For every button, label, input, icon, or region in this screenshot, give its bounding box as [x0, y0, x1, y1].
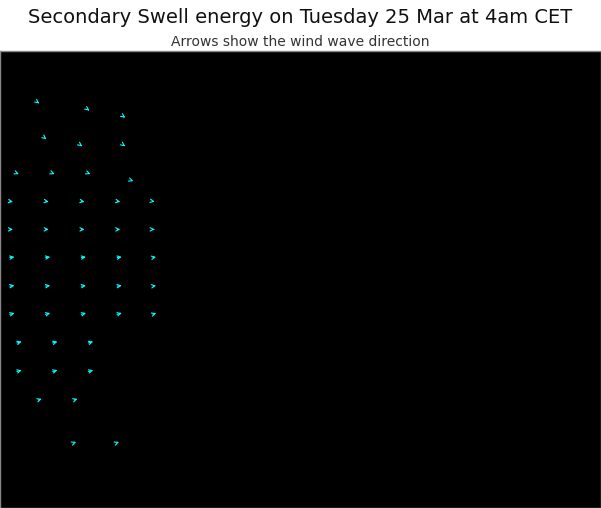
Text: Arrows show the wind wave direction: Arrows show the wind wave direction: [171, 35, 430, 49]
Text: Secondary Swell energy on Tuesday 25 Mar at 4am CET: Secondary Swell energy on Tuesday 25 Mar…: [28, 8, 573, 27]
